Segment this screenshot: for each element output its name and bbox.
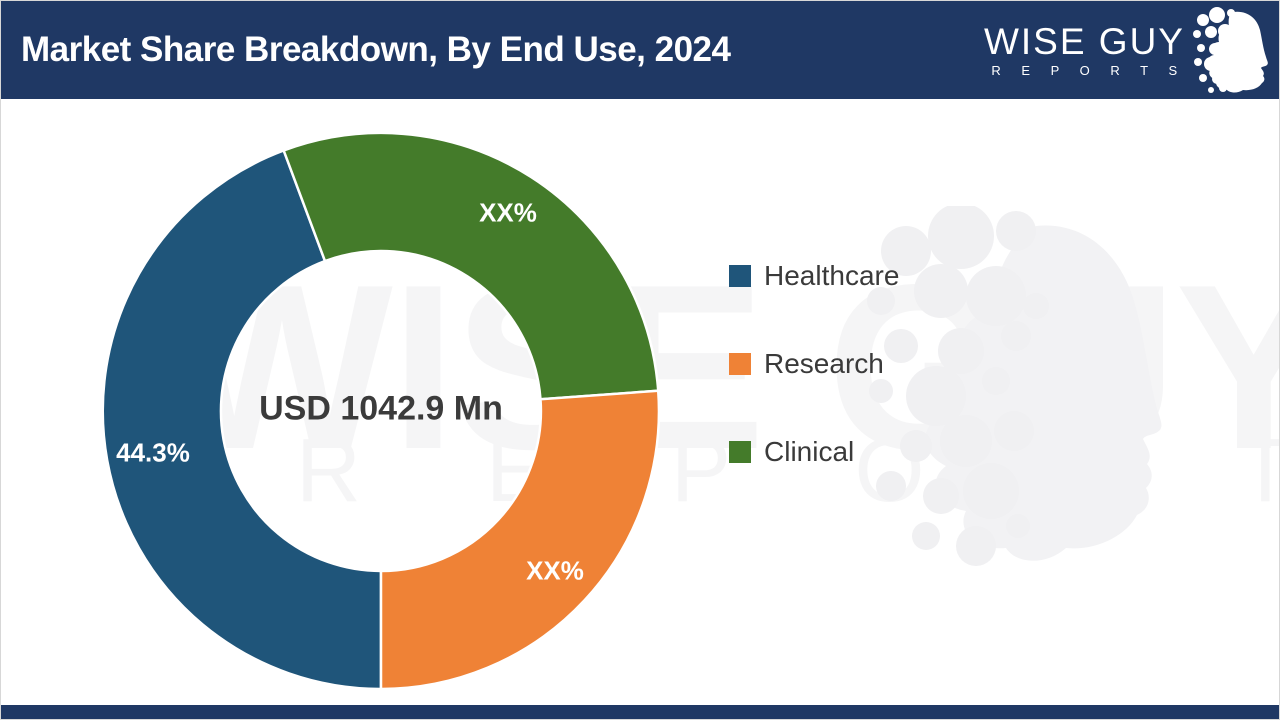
header-bar: Market Share Breakdown, By End Use, 2024… xyxy=(1,1,1279,99)
legend-label-clinical: Clinical xyxy=(764,435,855,467)
legend-item-research: Research xyxy=(729,347,899,380)
watermark-head-icon xyxy=(867,206,1162,566)
segment-clinical xyxy=(282,131,660,401)
legend-swatch-research xyxy=(729,352,751,375)
chart-legend: Healthcare Research Clinical xyxy=(729,259,899,523)
legend-item-clinical: Clinical xyxy=(729,435,899,468)
legend-item-healthcare: Healthcare xyxy=(729,259,899,292)
legend-label-healthcare: Healthcare xyxy=(764,259,900,291)
logo-wordmark: WISE GUY R E P O R T S xyxy=(984,23,1185,77)
wise-guy-reports-logo: WISE GUY R E P O R T S xyxy=(984,1,1269,99)
logo-head-icon xyxy=(1193,7,1268,93)
segment-label-healthcare: 44.3% xyxy=(116,437,190,468)
page-title: Market Share Breakdown, By End Use, 2024 xyxy=(21,30,731,69)
segment-label-clinical: XX% xyxy=(479,197,537,228)
legend-label-research: Research xyxy=(764,347,884,379)
footer-bar xyxy=(1,705,1279,719)
logo-line1: WISE GUY xyxy=(983,21,1185,62)
center-total-value: USD 1042.9 Mn xyxy=(259,389,503,428)
donut-chart xyxy=(101,131,661,691)
segment-research xyxy=(379,389,661,691)
segment-label-research: XX% xyxy=(526,555,584,586)
legend-swatch-clinical xyxy=(729,440,751,463)
segment-healthcare xyxy=(101,148,383,691)
logo-line2: R E P O R T S xyxy=(991,63,1186,78)
legend-swatch-healthcare xyxy=(729,264,751,287)
